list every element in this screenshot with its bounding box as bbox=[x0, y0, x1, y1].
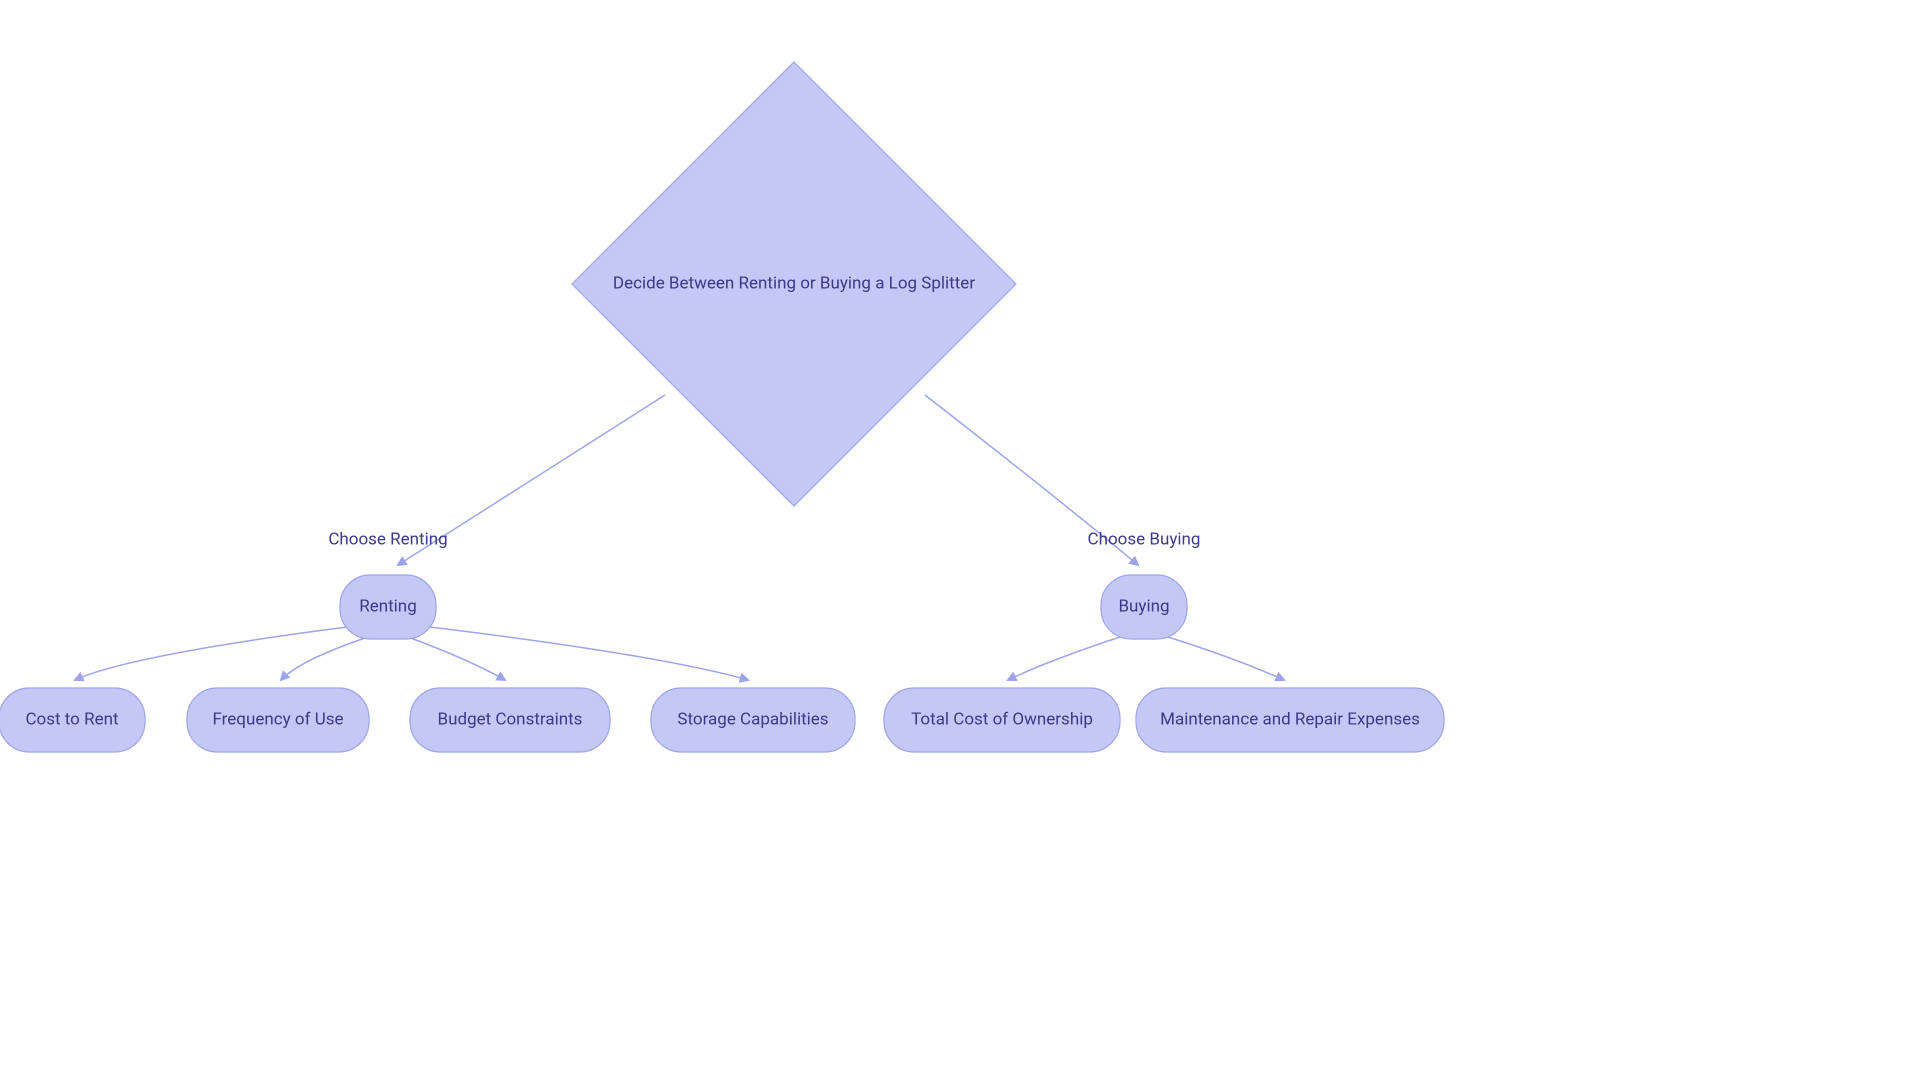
edge bbox=[1168, 637, 1284, 680]
node-budget: Budget Constraints bbox=[410, 688, 610, 752]
node-label: Total Cost of Ownership bbox=[911, 709, 1093, 729]
node-cost_to_rent: Cost to Rent bbox=[0, 688, 145, 752]
node-frequency: Frequency of Use bbox=[187, 688, 369, 752]
node-root: Decide Between Renting or Buying a Log S… bbox=[572, 62, 1016, 506]
edge: Choose Buying bbox=[925, 395, 1200, 565]
edge bbox=[1008, 637, 1120, 680]
node-storage: Storage Capabilities bbox=[651, 688, 855, 752]
node-renting: Renting bbox=[340, 575, 436, 639]
node-label: Frequency of Use bbox=[212, 709, 343, 729]
node-label: Renting bbox=[359, 596, 417, 616]
node-label: Decide Between Renting or Buying a Log S… bbox=[613, 273, 975, 293]
edge: Choose Renting bbox=[328, 395, 665, 565]
nodes-group: Decide Between Renting or Buying a Log S… bbox=[0, 62, 1444, 752]
node-buying: Buying bbox=[1101, 575, 1187, 639]
node-label: Cost to Rent bbox=[25, 709, 118, 729]
edge bbox=[430, 627, 748, 680]
edge bbox=[281, 637, 368, 680]
flowchart-canvas: Choose Renting Choose Buying Decide Betwee… bbox=[0, 0, 1920, 1083]
node-label: Storage Capabilities bbox=[677, 709, 828, 729]
node-label: Buying bbox=[1118, 596, 1169, 616]
edge bbox=[75, 627, 347, 680]
edge bbox=[408, 637, 505, 680]
node-label: Maintenance and Repair Expenses bbox=[1160, 709, 1420, 729]
edge-label: Choose Buying bbox=[1088, 529, 1201, 549]
node-tco: Total Cost of Ownership bbox=[884, 688, 1120, 752]
edge-label: Choose Renting bbox=[328, 529, 447, 549]
node-label: Budget Constraints bbox=[438, 709, 583, 729]
node-maintenance: Maintenance and Repair Expenses bbox=[1136, 688, 1444, 752]
edges-group: Choose Renting Choose Buying bbox=[75, 395, 1284, 680]
